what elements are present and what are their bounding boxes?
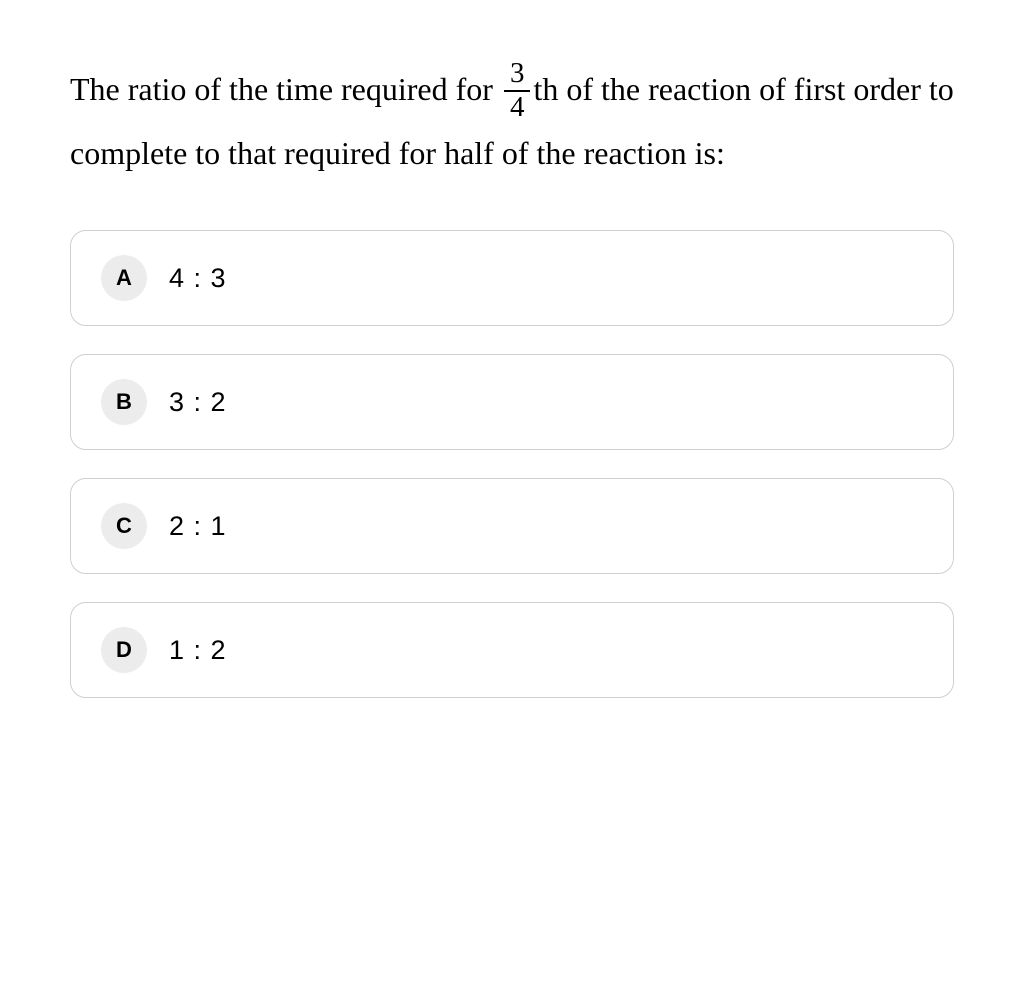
option-d[interactable]: D 1 : 2 [70, 602, 954, 698]
option-text-c: 2 : 1 [169, 511, 227, 542]
option-c[interactable]: C 2 : 1 [70, 478, 954, 574]
option-text-b: 3 : 2 [169, 387, 227, 418]
option-letter-d: D [101, 627, 147, 673]
option-a[interactable]: A 4 : 3 [70, 230, 954, 326]
fraction-denominator: 4 [504, 92, 531, 124]
option-text-a: 4 : 3 [169, 263, 227, 294]
question-fraction: 34 [504, 58, 531, 124]
fraction-numerator: 3 [504, 58, 531, 92]
options-container: A 4 : 3 B 3 : 2 C 2 : 1 D 1 : 2 [70, 230, 954, 698]
question-part1: The ratio of the time required for [70, 71, 501, 107]
option-letter-a: A [101, 255, 147, 301]
question-text: The ratio of the time required for 34th … [70, 60, 954, 180]
option-letter-b: B [101, 379, 147, 425]
option-text-d: 1 : 2 [169, 635, 227, 666]
option-b[interactable]: B 3 : 2 [70, 354, 954, 450]
option-letter-c: C [101, 503, 147, 549]
